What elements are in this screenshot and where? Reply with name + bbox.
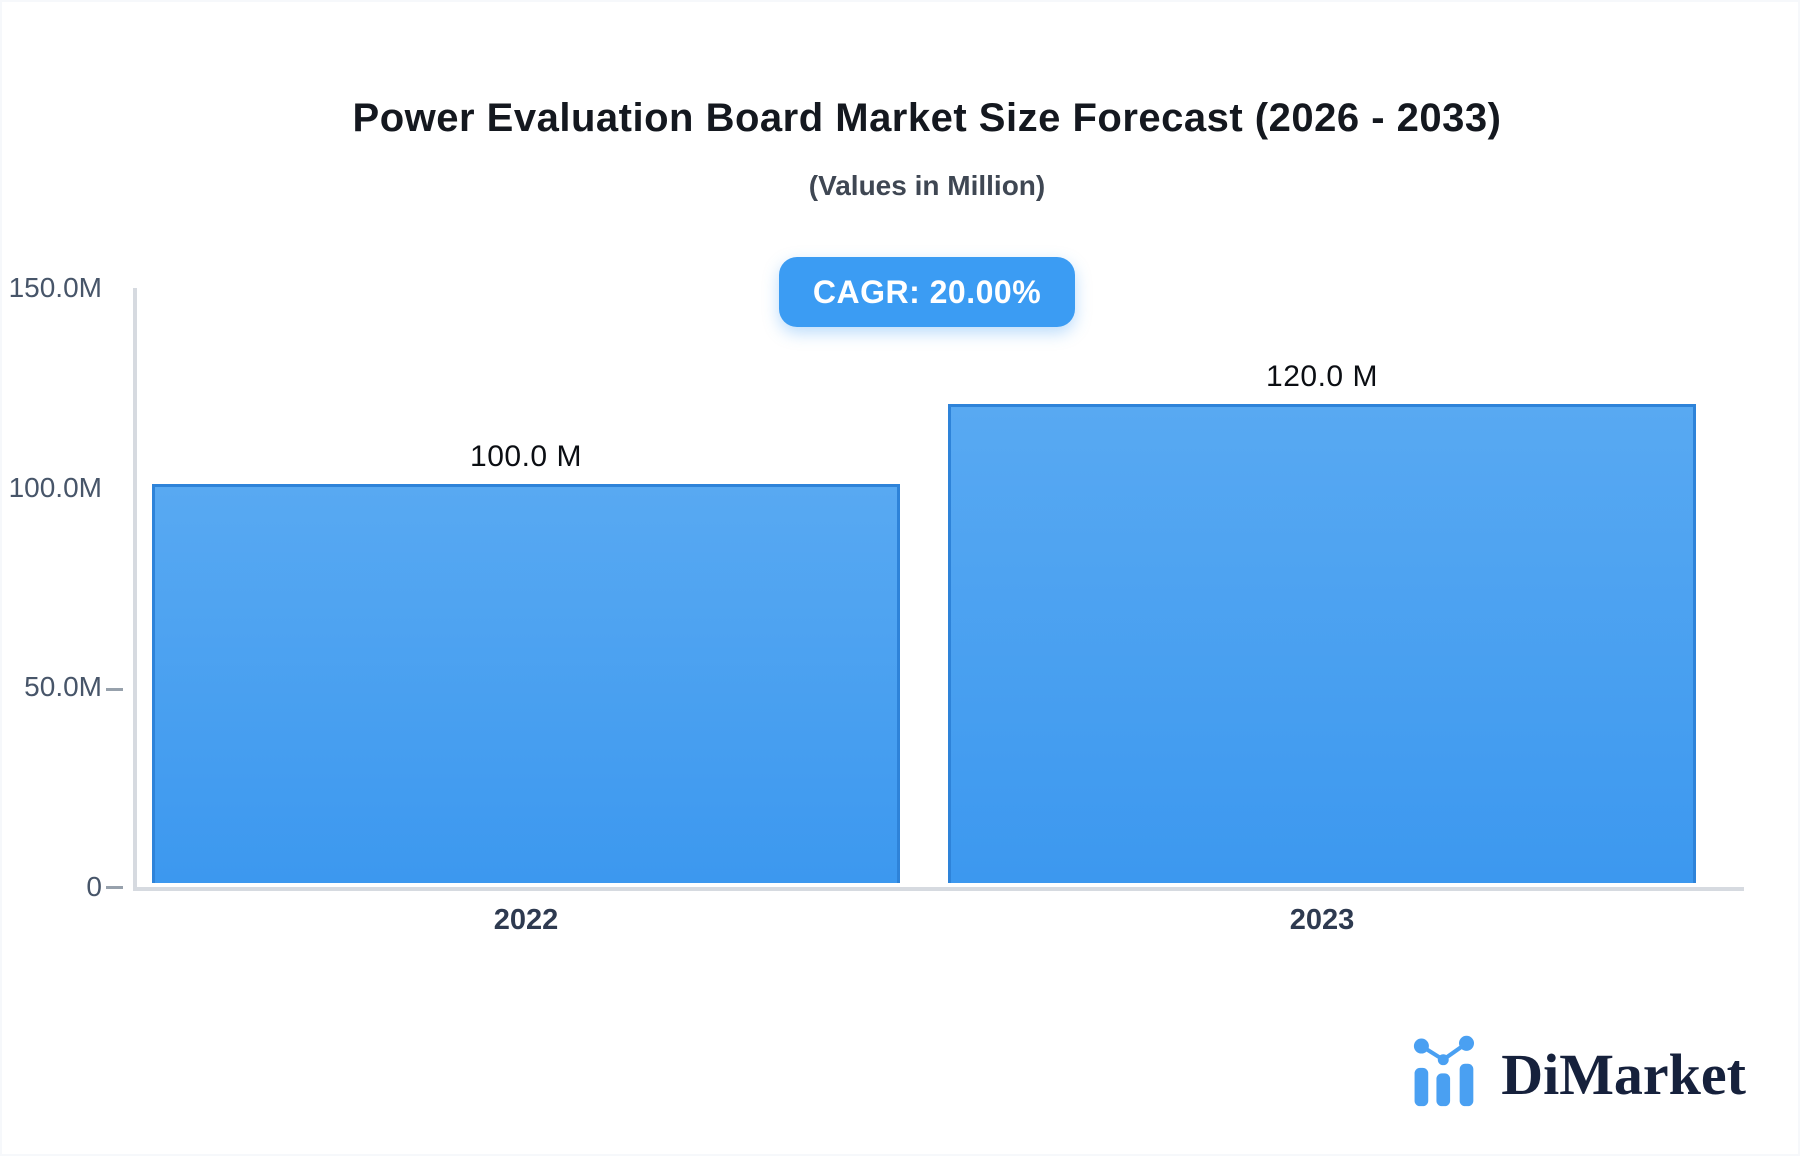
chart-subtitle: (Values in Million) xyxy=(808,170,1046,201)
y-tick-label-0: 0 xyxy=(86,871,102,902)
x-axis-label-2022: 2022 xyxy=(493,904,559,936)
bar-value-label-2023: 120.0 M xyxy=(1266,360,1378,393)
brand-logo-text: DiMarket xyxy=(1501,1041,1746,1107)
y-tick-mark-0 xyxy=(106,886,123,889)
x-axis-baseline xyxy=(133,887,1744,891)
bar-value-label-2022: 100.0 M xyxy=(470,440,582,473)
y-tick-label-150: 150.0M xyxy=(8,272,102,303)
y-tick-mark-50 xyxy=(106,688,123,691)
x-axis-label-2023: 2023 xyxy=(1289,904,1355,936)
mini-bar-chart-icon xyxy=(1405,1031,1487,1118)
chart-title: Power Evaluation Board Market Size Forec… xyxy=(352,96,1502,140)
bar-group-2022: 100.0 M xyxy=(152,440,900,883)
bar-group-2023: 120.0 M xyxy=(948,360,1696,883)
bar-2022 xyxy=(152,484,900,883)
cagr-badge: CAGR: 20.00% xyxy=(779,257,1075,327)
y-axis-line xyxy=(133,288,137,891)
bar-2023 xyxy=(948,404,1696,883)
y-tick-label-50: 50.0M xyxy=(24,671,102,702)
y-tick-label-100: 100.0M xyxy=(8,472,102,503)
brand-logo: DiMarket xyxy=(1405,1031,1746,1118)
